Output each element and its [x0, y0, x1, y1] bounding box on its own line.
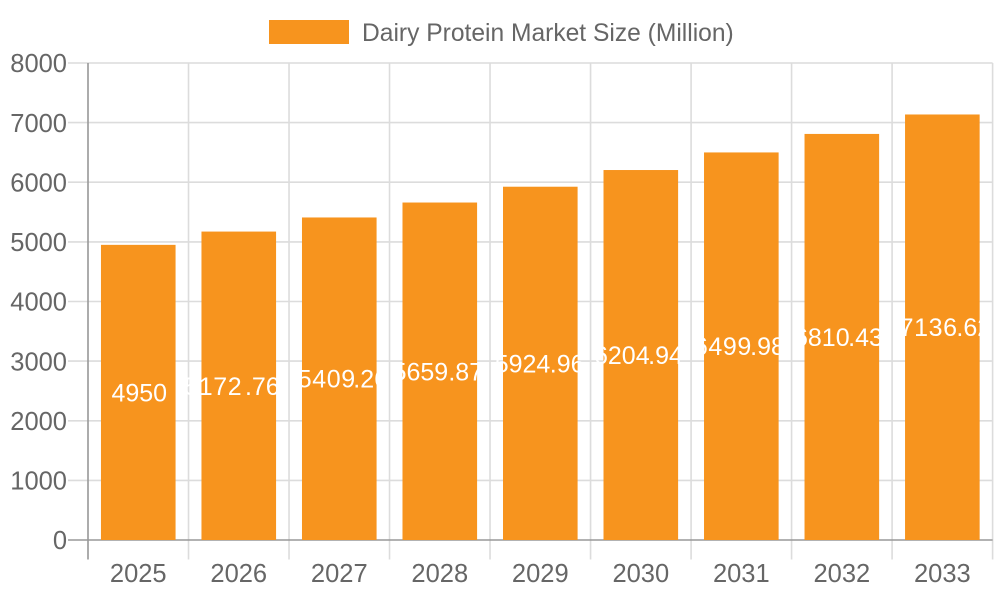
svg-text:.26: .26: [353, 366, 388, 394]
svg-text:7136: 7136: [900, 314, 958, 342]
svg-text:0: 0: [53, 527, 67, 555]
svg-text:5000: 5000: [10, 229, 67, 257]
svg-text:2031: 2031: [713, 560, 770, 588]
svg-text:5659: 5659: [393, 358, 449, 386]
svg-text:3000: 3000: [10, 348, 67, 376]
svg-text:6204: 6204: [594, 342, 650, 370]
svg-text:2033: 2033: [914, 560, 971, 588]
svg-text:6000: 6000: [10, 169, 67, 197]
svg-text:.96: .96: [550, 350, 585, 378]
svg-text:.94: .94: [648, 342, 683, 370]
svg-text:6499: 6499: [694, 333, 752, 361]
svg-text:2030: 2030: [612, 560, 669, 588]
svg-text:Dairy Protein Market Size (Mil: Dairy Protein Market Size (Million): [362, 20, 734, 47]
svg-text:2028: 2028: [411, 560, 468, 588]
svg-text:4000: 4000: [10, 289, 67, 317]
svg-text:8000: 8000: [10, 50, 67, 78]
svg-text:5172: 5172: [184, 373, 242, 401]
svg-text:5409: 5409: [298, 366, 356, 394]
svg-text:2032: 2032: [813, 560, 870, 588]
svg-text:2025: 2025: [110, 560, 167, 588]
svg-text:.76: .76: [245, 373, 280, 401]
svg-text:.98: .98: [750, 333, 785, 361]
svg-text:.87: .87: [448, 358, 483, 386]
svg-text:.62: .62: [956, 314, 991, 342]
svg-text:.43: .43: [848, 324, 883, 352]
svg-text:2029: 2029: [512, 560, 569, 588]
svg-text:1000: 1000: [10, 468, 67, 496]
svg-text:4950: 4950: [111, 379, 167, 407]
svg-text:5924: 5924: [495, 350, 551, 378]
svg-text:6810: 6810: [794, 324, 850, 352]
svg-text:2000: 2000: [10, 408, 67, 436]
svg-text:7000: 7000: [10, 110, 67, 138]
svg-text:2026: 2026: [210, 560, 267, 588]
svg-text:2027: 2027: [311, 560, 368, 588]
